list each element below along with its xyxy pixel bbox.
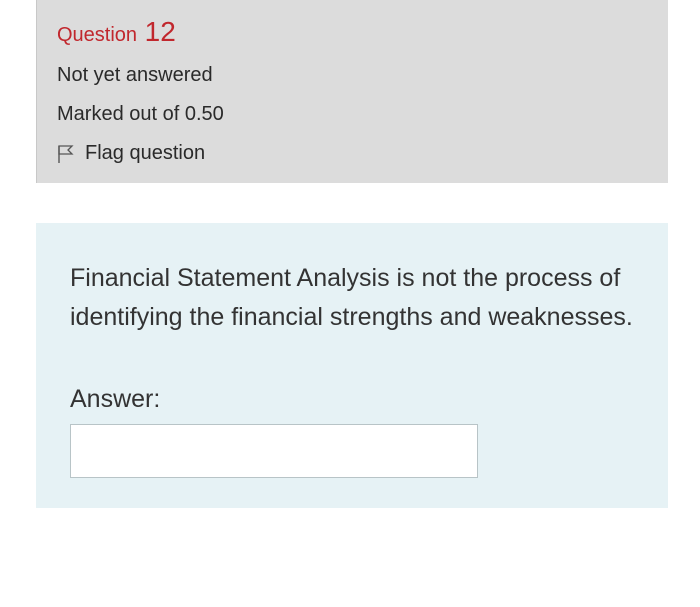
flag-icon [57,144,75,164]
question-header: Question 12 Not yet answered Marked out … [36,0,668,183]
answer-input[interactable] [70,424,478,478]
answer-label: Answer: [70,385,634,414]
status-text: Not yet answered [57,64,648,87]
question-title: Question 12 [57,16,648,48]
flag-label: Flag question [85,142,205,165]
question-label: Question [57,24,137,46]
question-body: Financial Statement Analysis is not the … [36,223,668,508]
marked-text: Marked out of 0.50 [57,103,648,126]
question-text: Financial Statement Analysis is not the … [70,259,634,337]
flag-question-link[interactable]: Flag question [57,142,648,165]
question-number: 12 [145,16,176,47]
